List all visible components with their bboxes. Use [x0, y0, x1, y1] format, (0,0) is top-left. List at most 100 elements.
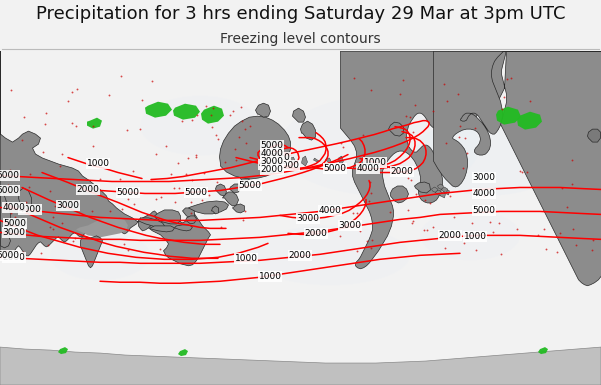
- Point: [231, 157, 241, 163]
- Text: 4000: 4000: [472, 189, 495, 198]
- Point: [151, 196, 160, 202]
- Point: [69, 199, 79, 205]
- Point: [88, 123, 98, 129]
- Point: [63, 97, 73, 104]
- Point: [367, 237, 377, 243]
- Point: [13, 205, 23, 211]
- Text: 4000: 4000: [319, 206, 341, 215]
- Text: 1000: 1000: [234, 254, 257, 263]
- Ellipse shape: [250, 225, 410, 285]
- Point: [234, 134, 244, 140]
- Text: 2000: 2000: [288, 251, 311, 260]
- Point: [352, 248, 361, 254]
- Text: 3000: 3000: [338, 221, 361, 230]
- Point: [46, 223, 55, 229]
- Point: [348, 210, 358, 216]
- Point: [471, 247, 480, 253]
- Point: [129, 201, 139, 207]
- Point: [453, 91, 463, 97]
- Point: [385, 209, 394, 216]
- Point: [440, 245, 450, 251]
- Text: 3000: 3000: [296, 214, 320, 223]
- Point: [439, 81, 449, 87]
- Point: [395, 91, 405, 97]
- Point: [147, 78, 157, 84]
- Point: [69, 238, 78, 244]
- Point: [405, 114, 415, 120]
- Point: [188, 117, 197, 123]
- Ellipse shape: [415, 116, 565, 196]
- Point: [563, 204, 572, 210]
- Point: [220, 159, 230, 165]
- Point: [460, 135, 470, 141]
- Point: [71, 123, 81, 129]
- Point: [177, 118, 186, 124]
- Point: [450, 213, 459, 219]
- Point: [237, 118, 247, 124]
- Text: 1000: 1000: [258, 272, 281, 281]
- Point: [366, 245, 376, 251]
- Point: [463, 150, 472, 156]
- Point: [517, 169, 526, 175]
- Point: [338, 144, 347, 150]
- Point: [403, 174, 413, 181]
- Point: [191, 152, 201, 158]
- Point: [58, 220, 67, 226]
- Point: [81, 234, 91, 241]
- Point: [336, 140, 346, 146]
- Point: [455, 123, 465, 129]
- Point: [67, 120, 77, 126]
- Point: [151, 151, 161, 157]
- Point: [212, 179, 222, 185]
- Point: [411, 191, 421, 197]
- Point: [403, 207, 412, 213]
- Point: [135, 126, 145, 132]
- Point: [406, 177, 416, 184]
- Text: Precipitation for 3 hrs ending Saturday 29 Mar at 3pm UTC: Precipitation for 3 hrs ending Saturday …: [35, 5, 566, 23]
- Text: 5000: 5000: [260, 141, 284, 150]
- Point: [199, 170, 209, 176]
- Text: 3000: 3000: [472, 173, 495, 182]
- Point: [169, 185, 179, 191]
- Point: [182, 171, 191, 177]
- Point: [122, 126, 132, 132]
- Point: [24, 184, 34, 191]
- Point: [17, 137, 27, 143]
- Point: [496, 251, 506, 257]
- Point: [57, 151, 67, 157]
- Point: [201, 103, 211, 109]
- Point: [213, 136, 223, 142]
- Point: [240, 126, 250, 132]
- Point: [105, 208, 114, 214]
- Point: [488, 229, 498, 235]
- Text: 1000: 1000: [364, 158, 386, 167]
- Text: 2000: 2000: [261, 165, 284, 174]
- Point: [191, 154, 200, 160]
- Point: [123, 247, 132, 253]
- Point: [209, 105, 218, 111]
- Point: [174, 185, 184, 191]
- Point: [87, 208, 97, 214]
- Point: [19, 114, 28, 120]
- Point: [7, 87, 16, 93]
- Point: [352, 210, 362, 216]
- Point: [41, 110, 51, 116]
- Point: [4, 189, 13, 195]
- Point: [445, 193, 455, 199]
- Point: [50, 203, 60, 209]
- Text: 2000: 2000: [76, 185, 99, 194]
- Point: [398, 169, 408, 175]
- Point: [18, 248, 28, 254]
- Point: [155, 246, 165, 252]
- Point: [428, 108, 438, 114]
- Point: [533, 231, 543, 238]
- Text: 2000: 2000: [2, 253, 25, 262]
- Point: [408, 218, 418, 224]
- Point: [366, 190, 376, 196]
- Point: [429, 224, 438, 230]
- Point: [237, 104, 246, 110]
- Point: [38, 149, 48, 155]
- Point: [553, 249, 563, 255]
- Text: 3000: 3000: [2, 228, 25, 237]
- Point: [123, 196, 133, 202]
